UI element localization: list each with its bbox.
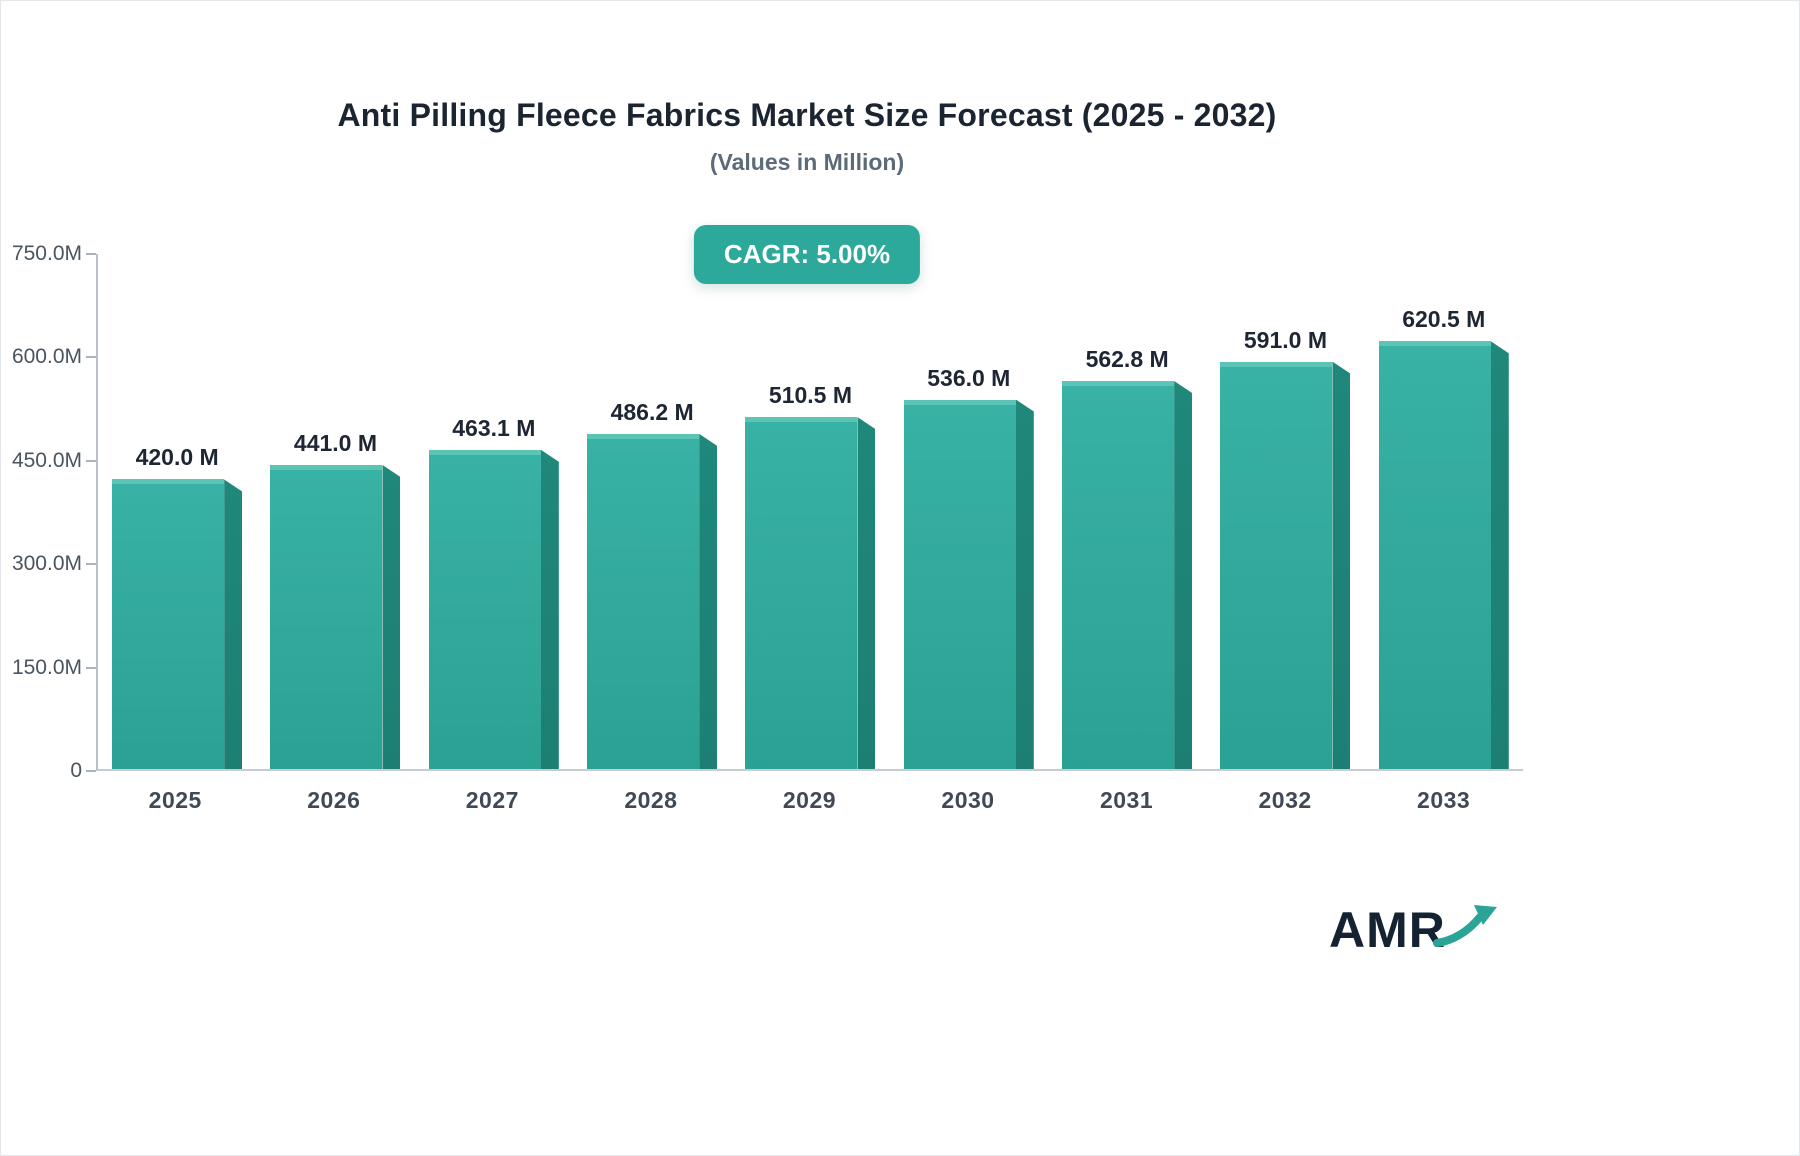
bar-group: 591.0 M (1206, 254, 1364, 769)
y-tick-label: 750.0M (11, 242, 82, 265)
plot-area: 420.0 M 441.0 M 463.1 M 486.2 M 510.5 M 536.0… (96, 254, 1523, 771)
y-tick-label: 600.0M (11, 345, 82, 369)
bar-value-label: 441.0 M (293, 430, 378, 457)
x-tick-label: 2031 (1099, 787, 1154, 813)
bar-value-label: 536.0 M (927, 364, 1011, 391)
bar (1220, 361, 1351, 769)
bar-face (112, 479, 225, 769)
bar (1378, 341, 1509, 769)
bar-group: 562.8 M (1048, 254, 1206, 769)
bar (587, 433, 718, 769)
x-tick-label: 2025 (148, 787, 202, 813)
cagr-badge: CAGR: 5.00% (693, 225, 921, 284)
bar-group: 463.1 M (415, 254, 573, 769)
bar-face (587, 433, 700, 769)
y-tick-label: 450.0M (11, 448, 82, 472)
bar-face (1220, 361, 1333, 769)
x-tick-label: 2030 (941, 787, 995, 813)
y-tick-mark (86, 770, 96, 772)
bar-side-shadow (382, 465, 401, 769)
bar-side-shadow (540, 449, 559, 769)
y-tick-mark (86, 253, 96, 255)
bar-side-shadow (1174, 381, 1193, 769)
brand-logo: AMR (1329, 901, 1509, 971)
bar (1062, 381, 1193, 769)
trend-up-arrow-icon (1433, 905, 1497, 947)
bar-group: 536.0 M (890, 254, 1048, 769)
brand-logo-text: AMR (1329, 902, 1446, 958)
bar-value-label: 591.0 M (1243, 326, 1327, 353)
bar-face (1062, 381, 1175, 769)
bar-value-label: 463.1 M (452, 414, 536, 441)
x-axis-labels: 2025 2026 2027 2028 2029 2030 2031 2032 2033 (96, 787, 1523, 814)
y-tick-label: 0 (70, 759, 82, 782)
bar-face (903, 399, 1016, 769)
y-tick-mark (86, 356, 96, 359)
y-tick-label: 150.0M (11, 655, 82, 679)
bar (745, 417, 876, 769)
bar-side-shadow (857, 417, 876, 769)
chart-title: Anti Pilling Fleece Fabrics Market Size … (337, 97, 1277, 133)
bar-group: 620.5 M (1365, 254, 1523, 769)
y-tick-mark (86, 563, 96, 566)
bar (112, 479, 243, 769)
bar-face (745, 417, 858, 769)
bar-group: 420.0 M (98, 254, 256, 769)
x-tick-label: 2029 (782, 787, 837, 813)
x-tick-label: 2032 (1258, 787, 1312, 813)
bar-face (1378, 341, 1491, 769)
y-tick-mark (86, 666, 96, 669)
bar (270, 465, 401, 769)
x-tick-label: 2033 (1417, 787, 1471, 813)
bar-value-label: 510.5 M (768, 382, 853, 409)
bar-face (428, 449, 541, 769)
bar-group: 486.2 M (573, 254, 731, 769)
bar-side-shadow (1332, 361, 1351, 769)
bar-value-label: 420.0 M (135, 444, 219, 471)
x-tick-label: 2027 (465, 787, 519, 813)
bar-face (270, 465, 383, 769)
y-axis: 750.0M 600.0M 450.0M 300.0M 150.0M 0 (1, 242, 96, 782)
bar-side-shadow (224, 479, 243, 769)
bar-side-shadow (1015, 399, 1034, 769)
y-tick-mark (86, 459, 96, 462)
x-tick-label: 2028 (624, 787, 678, 813)
bar-group: 510.5 M (731, 254, 889, 769)
bar-group: 441.0 M (256, 254, 414, 769)
bar-value-label: 486.2 M (610, 398, 694, 425)
bar-side-shadow (699, 433, 718, 769)
y-tick-label: 300.0M (11, 552, 82, 576)
bar-value-label: 620.5 M (1402, 306, 1486, 333)
bar-value-label: 562.8 M (1085, 346, 1169, 373)
x-tick-label: 2026 (307, 787, 361, 813)
bar-side-shadow (1490, 341, 1509, 769)
bar (903, 399, 1034, 769)
bar (428, 449, 559, 769)
chart-subtitle: (Values in Million) (709, 149, 905, 175)
